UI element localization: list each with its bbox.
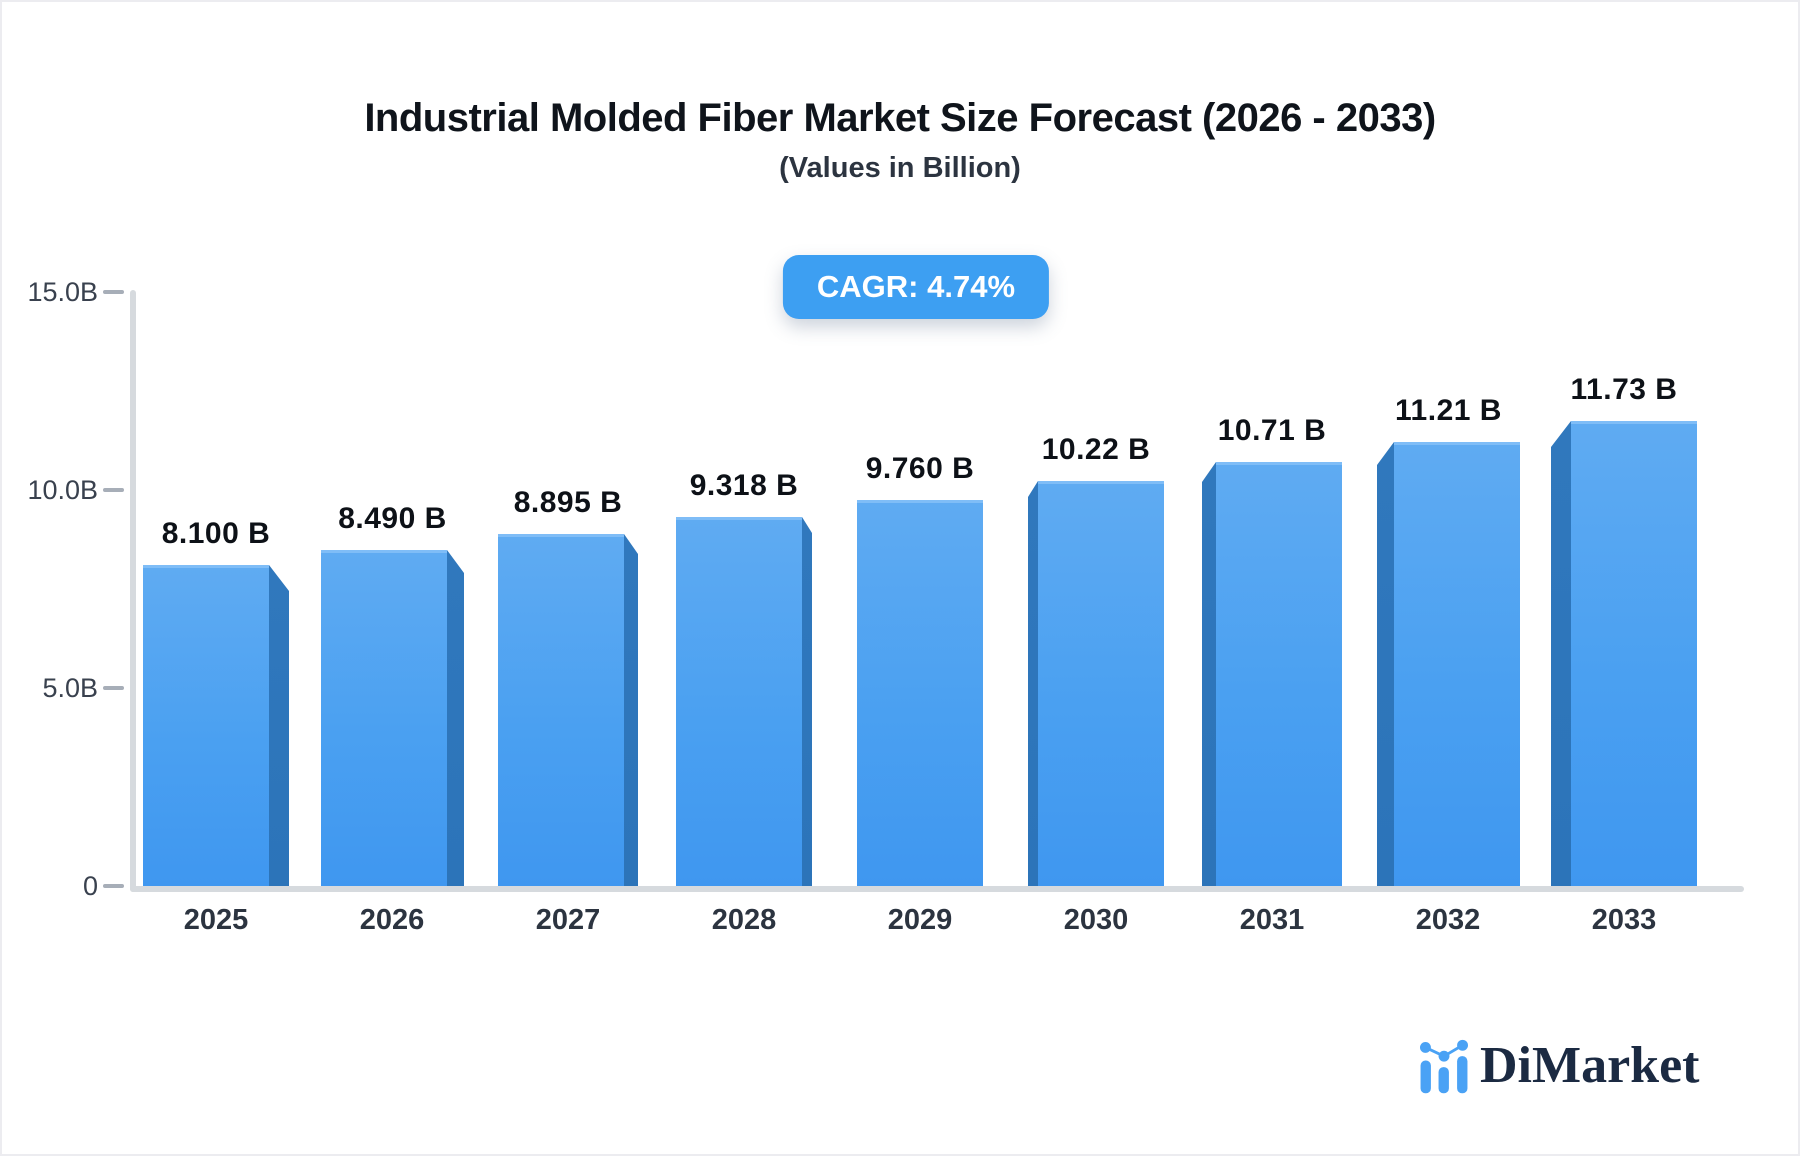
- y-axis-tick: [103, 290, 124, 294]
- x-axis-line: [130, 886, 1744, 892]
- bar-face-2026: [321, 550, 447, 886]
- bar-side-panel-2031: [1202, 462, 1216, 886]
- bar-2031[interactable]: [1202, 462, 1342, 886]
- bar-face-2027: [498, 534, 624, 886]
- bar-face-2029: [857, 500, 983, 886]
- x-axis-label-2025: 2025: [183, 904, 249, 936]
- y-axis-label-5.0B: 5.0B: [42, 673, 98, 703]
- x-axis-label-2030: 2030: [1063, 904, 1129, 936]
- x-axis-label-2027: 2027: [535, 904, 601, 936]
- bar-2027[interactable]: [498, 534, 638, 886]
- bar-face-2032: [1394, 442, 1520, 886]
- bar-value-label-2025: 8.100 B: [161, 517, 271, 550]
- bar-2026[interactable]: [321, 550, 464, 886]
- bar-value-label-2033: 11.73 B: [1570, 373, 1678, 406]
- bar-side-panel-2027: [624, 534, 638, 886]
- x-axis-label-2031: 2031: [1239, 904, 1305, 936]
- bar-value-label-2026: 8.490 B: [338, 502, 447, 535]
- x-axis-label-2028: 2028: [711, 904, 777, 936]
- y-axis-label-15.0B: 15.0B: [27, 277, 98, 307]
- bar-chart-logo-icon: [1420, 1039, 1468, 1094]
- chart-title: Industrial Molded Fiber Market Size Fore…: [364, 96, 1436, 140]
- y-axis-line: [130, 290, 136, 892]
- bar-face-2031: [1216, 462, 1342, 886]
- x-axis-label-2033: 2033: [1591, 904, 1657, 936]
- bar-side-panel-2025: [269, 565, 289, 886]
- bar-face-2025: [143, 565, 269, 886]
- bar-side-panel-2033: [1551, 421, 1571, 886]
- bar-2029[interactable]: [857, 500, 983, 886]
- bar-2030[interactable]: [1028, 481, 1164, 886]
- bar-value-label-2031: 10.71 B: [1217, 414, 1327, 447]
- bar-side-panel-2030: [1028, 481, 1038, 886]
- cagr-badge: CAGR: 4.74%: [782, 255, 1050, 319]
- y-axis-tick: [103, 488, 124, 492]
- bar-value-label-2027: 8.895 B: [513, 486, 623, 519]
- bar-face-2030: [1038, 481, 1164, 886]
- y-axis-label-10.0B: 10.0B: [27, 475, 98, 505]
- bar-face-2028: [676, 517, 802, 886]
- brand-name: DiMarket: [1480, 1037, 1700, 1094]
- bar-value-label-2028: 9.318 B: [689, 469, 799, 502]
- bar-value-label-2032: 11.21 B: [1395, 394, 1502, 427]
- bar-2025[interactable]: [143, 565, 289, 886]
- bar-side-panel-2026: [447, 550, 464, 886]
- x-axis-label-2026: 2026: [359, 904, 425, 936]
- x-axis-label-2032: 2032: [1415, 904, 1481, 936]
- y-axis-label-0: 0: [82, 871, 98, 901]
- chart-subtitle: (Values in Billion): [779, 152, 1021, 184]
- bar-face-2033: [1571, 421, 1697, 886]
- brand-logo: DiMarket: [1420, 1038, 1699, 1094]
- bar-value-label-2029: 9.760 B: [865, 452, 975, 485]
- x-axis-label-2029: 2029: [887, 904, 953, 936]
- y-axis-tick: [103, 686, 124, 690]
- bar-side-panel-2028: [802, 517, 812, 886]
- bar-2032[interactable]: [1377, 442, 1520, 886]
- bar-side-panel-2032: [1377, 442, 1394, 886]
- y-axis-tick: [103, 884, 124, 888]
- bar-value-label-2030: 10.22 B: [1041, 433, 1151, 466]
- bar-2033[interactable]: [1551, 421, 1697, 886]
- bar-2028[interactable]: [676, 517, 812, 886]
